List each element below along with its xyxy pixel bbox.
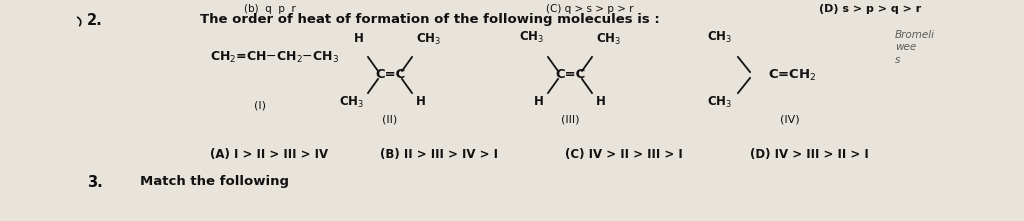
Text: C=C: C=C <box>375 69 406 82</box>
Text: C=C: C=C <box>555 69 585 82</box>
Text: C=CH$_2$: C=CH$_2$ <box>768 67 817 83</box>
Text: CH$_3$: CH$_3$ <box>707 95 732 110</box>
Text: H: H <box>416 95 426 108</box>
Text: (IV): (IV) <box>780 115 800 125</box>
Text: The order of heat of formation of the following molecules is :: The order of heat of formation of the fo… <box>200 13 659 26</box>
Text: (C) q > s > p > r: (C) q > s > p > r <box>546 4 634 14</box>
Text: CH$_2$=CH$-$CH$_2$$-$CH$_3$: CH$_2$=CH$-$CH$_2$$-$CH$_3$ <box>210 50 339 65</box>
Text: CH$_3$: CH$_3$ <box>339 95 364 110</box>
Text: 2.: 2. <box>87 13 102 28</box>
Text: H: H <box>535 95 544 108</box>
Text: H: H <box>596 95 606 108</box>
Text: (III): (III) <box>561 115 580 125</box>
Text: (D) s > p > q > r: (D) s > p > q > r <box>819 4 922 14</box>
Text: CH$_3$: CH$_3$ <box>596 32 622 47</box>
Text: (C) IV > II > III > I: (C) IV > II > III > I <box>565 148 683 161</box>
Text: (B) II > III > IV > I: (B) II > III > IV > I <box>380 148 498 161</box>
Text: H: H <box>354 32 364 45</box>
Text: CH$_3$: CH$_3$ <box>519 30 544 45</box>
Text: 3.: 3. <box>87 175 102 190</box>
Text: (A) I > II > III > IV: (A) I > II > III > IV <box>210 148 328 161</box>
Text: Match the following: Match the following <box>140 175 289 188</box>
Text: (D) IV > III > II > I: (D) IV > III > II > I <box>750 148 868 161</box>
Text: (II): (II) <box>382 115 397 125</box>
Text: (I): (I) <box>254 100 266 110</box>
Text: CH$_3$: CH$_3$ <box>416 32 441 47</box>
Text: (b)  q  p  r: (b) q p r <box>244 4 296 14</box>
Text: Bromeli
wee
s: Bromeli wee s <box>895 30 935 65</box>
Text: CH$_3$: CH$_3$ <box>707 30 732 45</box>
